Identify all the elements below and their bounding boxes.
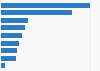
Bar <box>1 63 5 68</box>
Bar <box>1 10 72 15</box>
Bar <box>1 33 22 38</box>
Bar <box>1 48 17 53</box>
Bar <box>1 25 25 30</box>
Bar <box>1 18 28 23</box>
Bar <box>1 56 15 61</box>
Bar <box>1 3 90 8</box>
Bar <box>1 41 19 46</box>
